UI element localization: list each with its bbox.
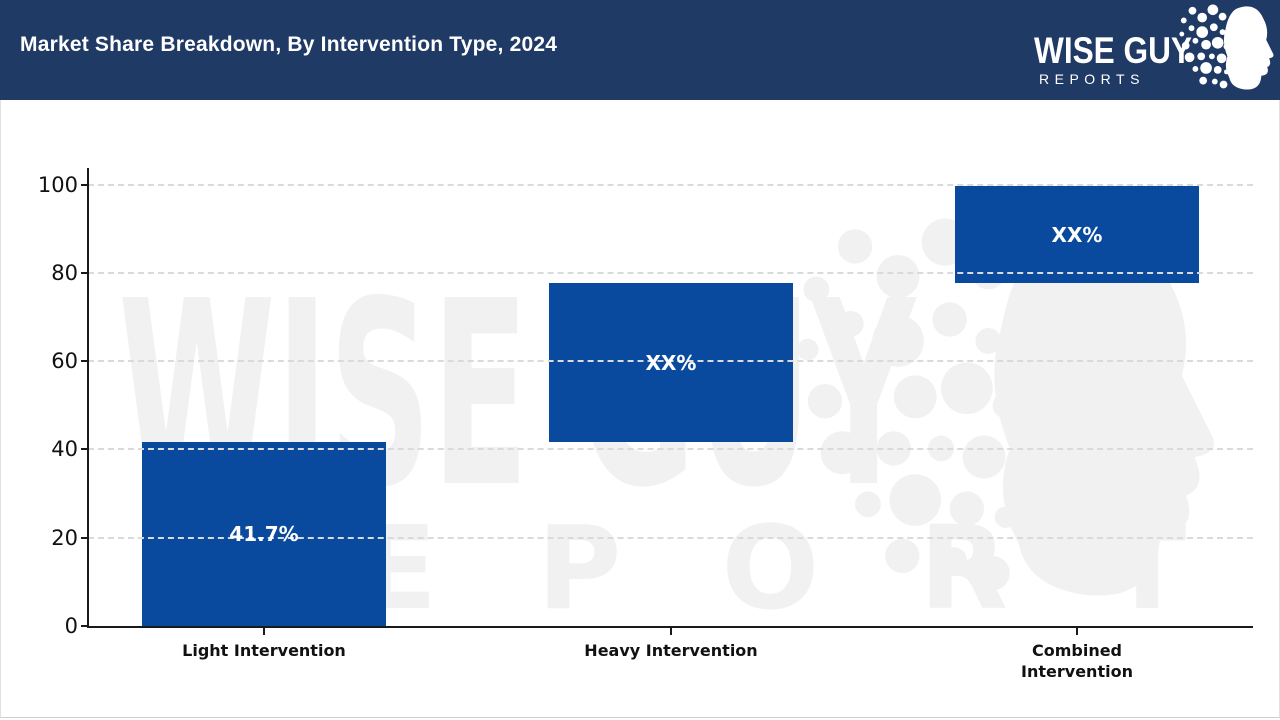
logo-face-icon	[1179, 4, 1274, 90]
grid-line	[88, 536, 1253, 539]
logo-wordmark: WISE GUY	[1034, 30, 1192, 71]
y-tick-label: 80	[51, 260, 78, 285]
x-tick-mark	[1076, 628, 1078, 635]
logo-subtitle: REPORTS	[1039, 71, 1145, 87]
grid-line	[88, 183, 1253, 186]
bar	[142, 441, 386, 626]
y-tick-label: 20	[51, 525, 78, 550]
y-tick-label: 60	[51, 349, 78, 374]
y-tick-mark	[81, 625, 88, 627]
x-tick-mark	[263, 628, 265, 635]
x-category-label: Light Intervention	[182, 641, 346, 660]
x-axis-line	[87, 626, 1253, 628]
bar	[955, 186, 1199, 284]
bar-value-label: 41.7%	[229, 521, 299, 546]
bar-value-label: XX%	[1051, 222, 1103, 247]
grid-line	[88, 271, 1253, 274]
bar-value-label: XX%	[645, 350, 697, 375]
wise-guy-reports-logo: WISE GUY REPORTS	[1034, 4, 1274, 90]
y-tick-mark	[81, 183, 88, 186]
header-bar: Market Share Breakdown, By Intervention …	[0, 0, 1280, 100]
y-tick-label: 40	[51, 437, 78, 462]
x-category-label: Heavy Intervention	[584, 641, 758, 660]
y-axis-line	[87, 168, 89, 628]
chart-title: Market Share Breakdown, By Intervention …	[20, 33, 558, 56]
grid-line	[88, 448, 1253, 451]
y-tick-mark	[81, 271, 88, 274]
y-tick-mark	[81, 536, 88, 539]
bar	[549, 283, 793, 442]
grid-line	[88, 360, 1253, 363]
y-tick-label: 0	[64, 614, 78, 638]
x-category-label: Combined Intervention	[1021, 641, 1133, 681]
y-tick-mark	[81, 360, 88, 363]
y-tick-label: 100	[37, 172, 78, 197]
y-tick-mark	[81, 448, 88, 451]
x-tick-mark	[670, 628, 672, 635]
